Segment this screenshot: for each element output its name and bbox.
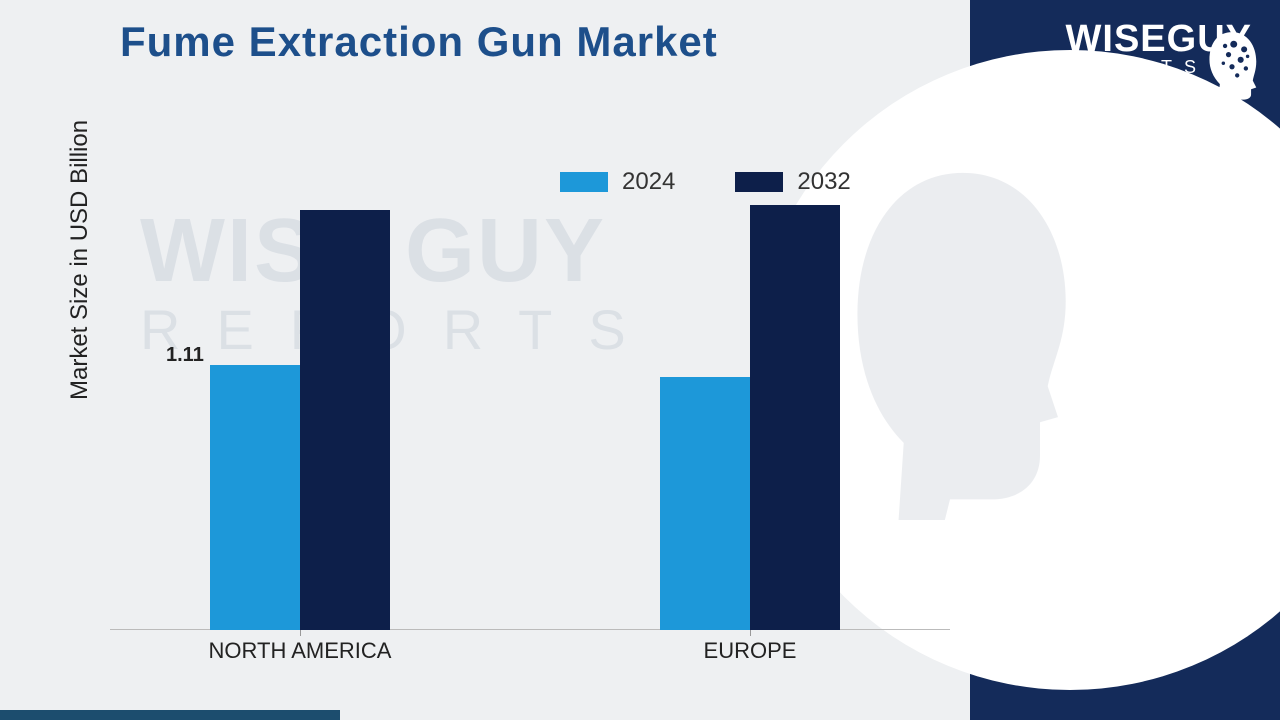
legend-swatch-2032 (735, 172, 783, 192)
legend: 2024 2032 (560, 168, 851, 196)
bar-group: NORTH AMERICA (210, 210, 390, 630)
bar (750, 205, 840, 630)
y-axis-label: Market Size in USD Billion (66, 120, 94, 400)
x-category-label: NORTH AMERICA (200, 638, 400, 663)
x-category-label: EUROPE (650, 638, 850, 663)
plot-area: NORTH AMERICA EUROPE 1.11 (110, 200, 950, 630)
legend-swatch-2024 (560, 172, 608, 192)
chart-canvas: WISE GUY REPORTS Fume Extraction Gun Mar… (0, 0, 1280, 720)
bar (210, 365, 300, 630)
brand-head-icon (1206, 30, 1258, 100)
x-tick (750, 630, 751, 636)
legend-label-2024: 2024 (622, 168, 675, 196)
legend-item-2032: 2032 (735, 168, 850, 196)
brand-logo: WISEGUY REPORTS (992, 18, 1252, 78)
bar-group: EUROPE (660, 205, 840, 630)
bar (660, 377, 750, 630)
bar-value-label: 1.11 (166, 344, 204, 367)
x-tick (300, 630, 301, 636)
bar (300, 210, 390, 630)
brand-sub-text: REPORTS (992, 57, 1208, 78)
legend-label-2032: 2032 (797, 168, 850, 196)
legend-item-2024: 2024 (560, 168, 675, 196)
bottom-accent-bar (0, 710, 340, 720)
chart-title: Fume Extraction Gun Market (120, 18, 718, 66)
